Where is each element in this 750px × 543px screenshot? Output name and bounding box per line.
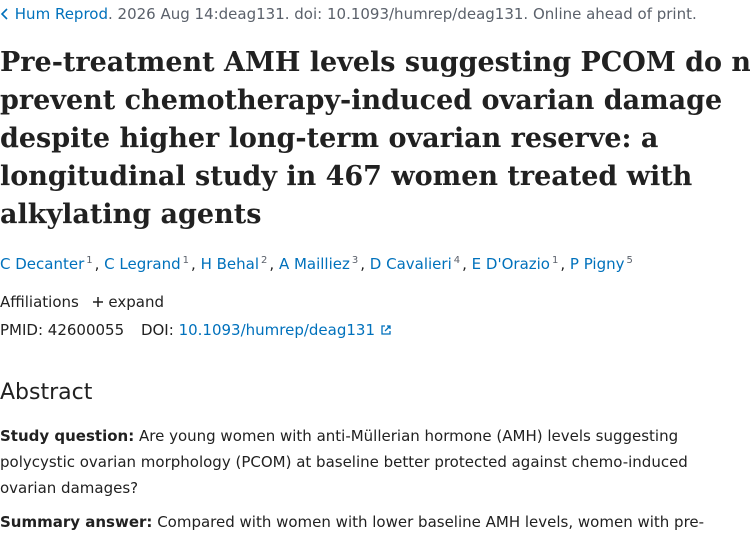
author-separator: , (462, 255, 472, 273)
section-label: Summary answer: (0, 513, 153, 531)
title-line: prevent chemotherapy-induced ovarian dam… (0, 85, 723, 116)
author-name[interactable]: H Behal (200, 255, 260, 273)
pmid-label: PMID: (0, 321, 44, 339)
citation: Hum Reprod. 2026 Aug 14:deag131. doi: 10… (0, 5, 697, 23)
author-name[interactable]: D Cavalieri (369, 255, 452, 273)
expand-toggle[interactable]: expand (92, 293, 164, 311)
author-separator: , (360, 255, 370, 273)
identifiers: PMID: 42600055 DOI: 10.1093/humrep/deag1… (0, 321, 392, 339)
author-name[interactable]: C Legrand (104, 255, 181, 273)
abstract-body: Study question: Are young women with ant… (0, 423, 740, 543)
plus-icon (92, 297, 103, 307)
doi-label: DOI: (140, 321, 174, 339)
affiliation-number[interactable]: 1 (182, 255, 190, 266)
title-line: alkylating agents (0, 199, 262, 230)
title-line: Pre-treatment AMH levels suggesting PCOM… (0, 47, 750, 78)
affiliation-number[interactable]: 3 (351, 255, 359, 266)
citation-details: . 2026 Aug 14:deag131. doi: 10.1093/humr… (107, 5, 697, 23)
abstract-section: Summary answer: Compared with women with… (0, 509, 740, 535)
section-text: Are young women with anti-Müllerian horm… (0, 427, 688, 497)
title-line: despite higher long-term ovarian reserve… (0, 123, 659, 154)
author-separator: , (269, 255, 279, 273)
affiliation-number[interactable]: 1 (86, 255, 93, 266)
expand-label: expand (108, 293, 164, 311)
page: Hum Reprod. 2026 Aug 14:deag131. doi: 10… (0, 5, 750, 531)
author-name[interactable]: P Pigny (569, 255, 625, 273)
article-title: Pre-treatment AMH levels suggesting PCOM… (0, 44, 750, 234)
affiliation-number[interactable]: 2 (261, 255, 268, 266)
doi-text: 10.1093/humrep/deag131 (178, 321, 376, 339)
pmid: 42600055 (47, 321, 125, 339)
affiliations-label: Affiliations (0, 293, 79, 311)
back-arrow-icon (0, 8, 8, 20)
affiliation-number[interactable]: 5 (626, 255, 633, 266)
author-name[interactable]: A Mailliez (278, 255, 350, 273)
abstract-section: Study question: Are young women with ant… (0, 423, 740, 501)
section-label: Study question: (0, 427, 135, 445)
author-separator: , (94, 255, 105, 273)
external-link-icon (381, 325, 391, 335)
affiliation-number[interactable]: 1 (551, 255, 559, 266)
author-separator: , (560, 255, 570, 273)
title-line: longitudinal study in 467 women treated … (0, 161, 693, 192)
author-list: C Decanter 1, C Legrand 1, H Behal 2, A Mai… (0, 255, 635, 273)
section-text: Compared with women with lower baseline … (152, 513, 705, 531)
affiliation-number[interactable]: 4 (453, 255, 461, 266)
author-name[interactable]: C Decanter (0, 255, 85, 273)
author-separator: , (191, 255, 201, 273)
affiliations: Affiliations expand (0, 293, 164, 311)
journal-link[interactable]: Hum Reprod (14, 5, 108, 23)
doi-link[interactable]: 10.1093/humrep/deag131 (179, 321, 392, 339)
abstract-heading: Abstract (0, 380, 93, 405)
author-name[interactable]: E D'Orazio (471, 255, 550, 273)
